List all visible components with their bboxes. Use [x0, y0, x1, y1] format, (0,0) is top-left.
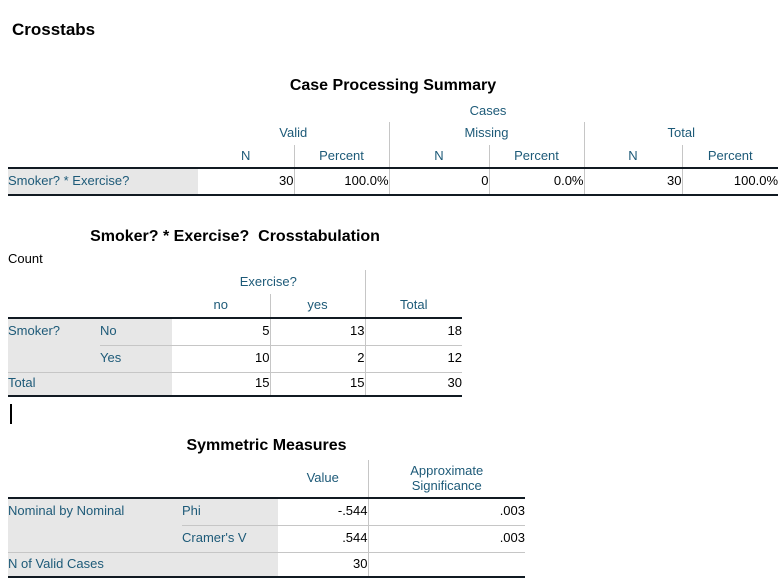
significance-column-header: Approximate Significance: [367, 460, 525, 499]
symmetric-measures-table[interactable]: Value Approximate Significance Nominal b…: [8, 460, 525, 578]
total-row-label: Total: [8, 372, 172, 397]
row-label-no: No: [100, 318, 172, 346]
crosstab-title: Smoker? * Exercise? Crosstabulation: [90, 228, 380, 245]
data-cell: 30: [198, 168, 294, 196]
data-cell: 30: [278, 552, 368, 578]
stub-blank: [8, 145, 198, 169]
value-column-header: Value: [278, 460, 368, 499]
column-variable-header: Exercise?: [239, 273, 297, 289]
data-cell: 100.0%: [681, 168, 779, 196]
data-cell: .003: [367, 498, 525, 526]
col-header-percent: Percent: [681, 145, 779, 169]
stub-blank: [8, 460, 182, 499]
row-label: Smoker? * Exercise?: [8, 168, 198, 196]
data-cell: 15: [269, 372, 366, 397]
valid-group-header: Valid: [279, 125, 308, 141]
data-cell: -.544: [278, 498, 368, 526]
col-header-no: no: [172, 294, 270, 319]
data-cell: 30: [364, 372, 463, 397]
data-cell: .544: [278, 525, 368, 553]
col-header-yes: yes: [269, 294, 366, 319]
cases-header: Cases: [469, 102, 507, 118]
n-valid-cases-label: N of Valid Cases: [8, 552, 278, 578]
crosstab-table[interactable]: Exercise? no yes Total Smoker? No 5 13 1…: [8, 270, 463, 397]
data-cell: .003: [367, 525, 525, 553]
stub-blank: [8, 294, 172, 319]
col-header-percent: Percent: [293, 145, 389, 169]
data-cell: 13: [269, 318, 366, 346]
stub-blank: [8, 100, 198, 122]
col-header-n: N: [583, 145, 682, 169]
row-label-cramers-v: Cramer's V: [182, 525, 278, 553]
data-cell: 15: [172, 372, 270, 397]
data-cell: [367, 552, 525, 578]
row-variable-label: Smoker?: [8, 318, 100, 373]
significance-header-line2: Significance: [411, 477, 482, 493]
text-cursor: [10, 404, 12, 424]
symmetric-measures-title: Symmetric Measures: [186, 437, 347, 454]
data-cell: 5: [172, 318, 270, 346]
case-processing-table[interactable]: Cases Valid Missing Total N Percent N Pe…: [8, 100, 779, 196]
data-cell: 0: [388, 168, 489, 196]
crosstabs-heading: Crosstabs: [12, 20, 96, 39]
row-group-label: Nominal by Nominal: [8, 498, 182, 553]
significance-header-line1: Approximate: [410, 462, 484, 478]
crosstab-layer-label: Count: [8, 251, 43, 266]
col-header-n: N: [198, 145, 294, 169]
data-cell: 100.0%: [293, 168, 389, 196]
row-label-phi: Phi: [182, 498, 278, 526]
stub-blank: [182, 460, 278, 499]
case-processing-title: Case Processing Summary: [289, 77, 497, 94]
missing-group-header: Missing: [388, 122, 584, 145]
data-cell: 30: [583, 168, 682, 196]
total-group-header: Total: [583, 122, 779, 145]
data-cell: 0.0%: [488, 168, 584, 196]
data-cell: 10: [172, 345, 270, 373]
data-cell: 18: [364, 318, 463, 346]
stub-blank: [8, 270, 172, 294]
col-header-total: Total: [364, 294, 463, 319]
stub-blank: [8, 122, 198, 145]
row-label-yes: Yes: [100, 345, 172, 373]
stub-blank: [364, 270, 463, 294]
col-header-percent: Percent: [488, 145, 584, 169]
data-cell: 12: [364, 345, 463, 373]
col-header-n: N: [388, 145, 489, 169]
data-cell: 2: [269, 345, 366, 373]
